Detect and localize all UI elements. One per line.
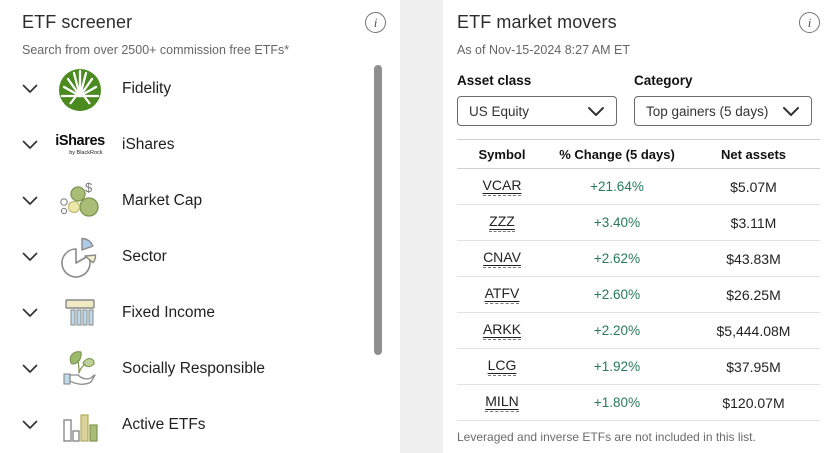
change-value: +3.40% [593, 215, 641, 230]
net-assets-value: $26.25M [726, 286, 781, 303]
symbol-cell: LCG [457, 357, 547, 376]
fixed-income-icon [52, 291, 108, 335]
chevron-down-icon [22, 364, 40, 374]
change-value: +21.64% [590, 179, 644, 194]
active-etfs-icon [52, 403, 108, 447]
chevron-down-icon [22, 84, 40, 94]
chevron-down-icon [782, 106, 800, 117]
table-row: LCG +1.92% $37.95M [457, 349, 820, 385]
col-header-symbol: Symbol [478, 146, 526, 162]
symbol-cell: ZZZ [457, 213, 547, 232]
sidebar-item-market-cap[interactable]: $ Market Cap [0, 177, 400, 225]
net-assets-value: $43.83M [726, 250, 781, 267]
net-assets-value: $3.11M [730, 214, 777, 231]
symbol-cell: MILN [457, 393, 547, 412]
category-label: Category [634, 73, 693, 88]
net-assets-value: $5,444.08M [716, 322, 791, 339]
sidebar-item-ishares[interactable]: iShares by BlackRock iShares [0, 121, 400, 169]
symbol-cell: CNAV [457, 249, 547, 268]
sector-pie-icon [52, 235, 108, 279]
net-assets-value: $37.95M [726, 358, 781, 375]
socially-responsible-icon [52, 347, 108, 391]
table-row: ARKK +2.20% $5,444.08M [457, 313, 820, 349]
sidebar-item-active-etfs[interactable]: Active ETFs [0, 401, 400, 449]
table-row: ZZZ +3.40% $3.11M [457, 205, 820, 241]
category-dropdown[interactable]: Top gainers (5 days) [634, 96, 812, 126]
symbol-link[interactable]: MILN [485, 393, 519, 412]
chevron-down-icon [22, 196, 40, 206]
table-row: MILN +1.80% $120.07M [457, 385, 820, 421]
symbol-link[interactable]: VCAR [482, 177, 522, 196]
net-assets-value: $5.07M [730, 178, 777, 195]
change-value: +1.80% [593, 395, 641, 410]
asset-class-dropdown[interactable]: US Equity [457, 96, 617, 126]
symbol-cell: ATFV [457, 285, 547, 304]
screener-subtitle: Search from over 2500+ commission free E… [22, 43, 290, 57]
change-value: +1.92% [593, 359, 641, 374]
info-icon[interactable]: i [365, 12, 386, 33]
sidebar-item-label: Sector [122, 248, 167, 265]
sidebar-item-label: Market Cap [122, 192, 203, 209]
sidebar-item-label: Active ETFs [122, 416, 206, 433]
screener-title: ETF screener [22, 12, 133, 32]
sidebar-item-label: iShares [122, 136, 175, 153]
asset-class-label: Asset class [457, 73, 532, 88]
symbol-link[interactable]: LCG [487, 357, 517, 376]
asset-class-selected-value: US Equity [469, 103, 530, 119]
table-header-row: Symbol % Change (5 days) Net assets [457, 139, 820, 169]
table-row: VCAR +21.64% $5.07M [457, 169, 820, 205]
svg-text:$: $ [85, 180, 93, 195]
sidebar-item-fixed-income[interactable]: Fixed Income [0, 289, 400, 337]
col-header-net-assets: Net assets [720, 146, 787, 162]
movers-table: Symbol % Change (5 days) Net assets VCAR… [457, 139, 820, 444]
change-value: +2.62% [593, 251, 641, 266]
table-body: VCAR +21.64% $5.07M ZZZ +3.40% $3.11M CN… [457, 169, 820, 421]
ishares-logo-icon: iShares by BlackRock [55, 132, 105, 157]
info-icon[interactable]: i [799, 12, 820, 33]
screener-category-list: Fidelity iShares by BlackRock iShares [0, 65, 400, 449]
sidebar-item-label: Fidelity [122, 80, 172, 97]
chevron-down-icon [22, 308, 40, 318]
as-of-timestamp: As of Nov-15-2024 8:27 AM ET [457, 43, 631, 57]
symbol-link[interactable]: ATFV [484, 285, 520, 304]
chevron-down-icon [22, 420, 40, 430]
movers-filters: Asset class US Equity Category Top gaine… [457, 73, 820, 126]
symbol-link[interactable]: CNAV [483, 249, 521, 268]
table-footnote: Leveraged and inverse ETFs are not inclu… [457, 430, 756, 444]
sidebar-item-sector[interactable]: Sector [0, 233, 400, 281]
table-row: CNAV +2.62% $43.83M [457, 241, 820, 277]
change-value: +2.60% [593, 287, 641, 302]
sidebar-item-label: Socially Responsible [122, 360, 266, 377]
net-assets-value: $120.07M [722, 394, 785, 411]
symbol-link[interactable]: ZZZ [489, 213, 515, 232]
symbol-cell: ARKK [457, 321, 547, 340]
chevron-down-icon [22, 140, 40, 150]
sidebar-item-fidelity[interactable]: Fidelity [0, 65, 400, 113]
sidebar-item-label: Fixed Income [122, 304, 216, 321]
movers-title: ETF market movers [457, 12, 617, 32]
etf-screener-panel: ETF screener i Search from over 2500+ co… [0, 0, 400, 453]
market-movers-panel: ETF market movers i As of Nov-15-2024 8:… [443, 0, 835, 453]
table-row: ATFV +2.60% $26.25M [457, 277, 820, 313]
fidelity-logo-icon [52, 66, 108, 112]
col-header-change: % Change (5 days) [559, 146, 675, 162]
change-value: +2.20% [593, 323, 641, 338]
chevron-down-icon [587, 106, 605, 117]
scrollbar-thumb[interactable] [374, 65, 382, 355]
symbol-link[interactable]: ARKK [482, 321, 522, 340]
chevron-down-icon [22, 252, 40, 262]
market-cap-icon: $ [52, 179, 108, 223]
symbol-cell: VCAR [457, 177, 547, 196]
sidebar-item-socially-responsible[interactable]: Socially Responsible [0, 345, 400, 393]
category-selected-value: Top gainers (5 days) [646, 103, 769, 119]
